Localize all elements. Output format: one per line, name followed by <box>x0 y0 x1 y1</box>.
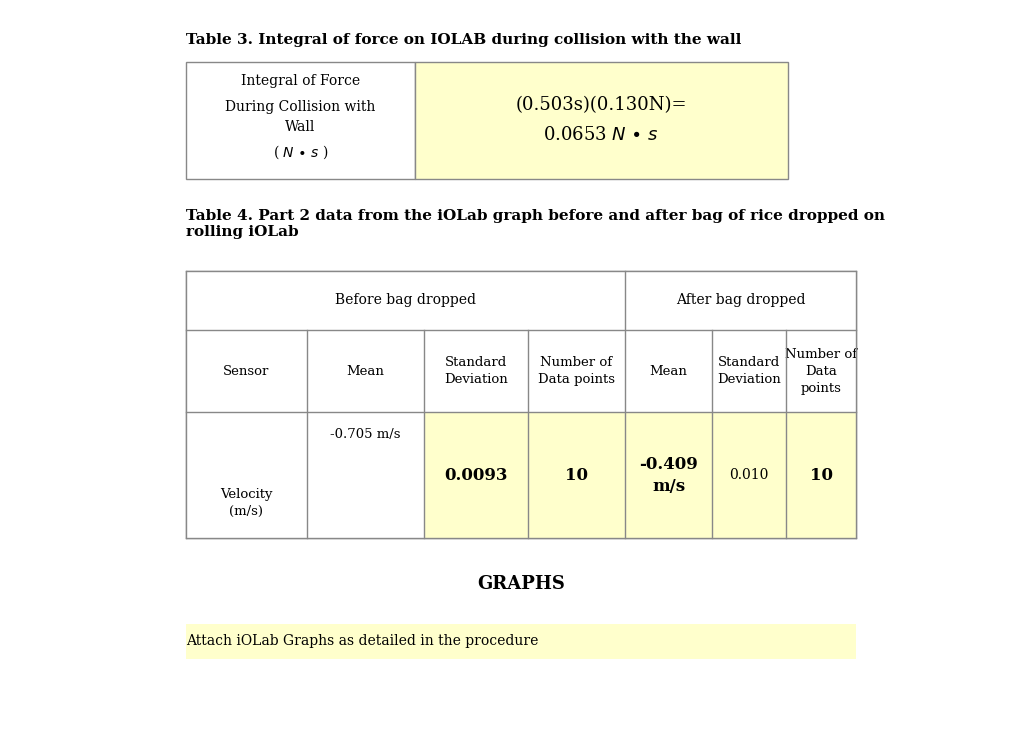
FancyBboxPatch shape <box>186 62 415 179</box>
FancyBboxPatch shape <box>415 62 788 179</box>
FancyBboxPatch shape <box>786 329 856 412</box>
Text: -0.705 m/s: -0.705 m/s <box>330 427 400 441</box>
Text: After bag dropped: After bag dropped <box>676 294 806 307</box>
Text: Attach iOLab Graphs as detailed in the procedure: Attach iOLab Graphs as detailed in the p… <box>186 634 539 649</box>
Text: Mean: Mean <box>346 365 384 378</box>
FancyBboxPatch shape <box>307 329 424 412</box>
Text: GRAPHS: GRAPHS <box>477 575 565 593</box>
Text: Standard
Deviation: Standard Deviation <box>444 356 508 386</box>
FancyBboxPatch shape <box>713 412 786 538</box>
FancyBboxPatch shape <box>186 329 307 412</box>
Text: Integral of Force: Integral of Force <box>241 74 360 88</box>
Text: Table 4. Part 2 data from the iOLab graph before and after bag of rice dropped o: Table 4. Part 2 data from the iOLab grap… <box>186 209 885 239</box>
Text: 0.010: 0.010 <box>729 468 769 482</box>
FancyBboxPatch shape <box>424 329 528 412</box>
FancyBboxPatch shape <box>186 271 856 538</box>
Text: Standard
Deviation: Standard Deviation <box>717 356 781 386</box>
Text: ( $N$ $\bullet$ $s$ ): ( $N$ $\bullet$ $s$ ) <box>272 143 329 161</box>
FancyBboxPatch shape <box>307 412 424 538</box>
Text: 10: 10 <box>810 467 833 484</box>
Text: During Collision with
Wall: During Collision with Wall <box>225 100 376 134</box>
FancyBboxPatch shape <box>528 412 625 538</box>
Text: Number of
Data
points: Number of Data points <box>785 348 857 395</box>
FancyBboxPatch shape <box>625 271 856 329</box>
Text: 0.0093: 0.0093 <box>444 467 508 484</box>
Text: (0.503s)(0.130N)=: (0.503s)(0.130N)= <box>516 96 687 113</box>
FancyBboxPatch shape <box>625 412 713 538</box>
FancyBboxPatch shape <box>713 329 786 412</box>
Text: 0.0653 $N$ $\bullet$ $s$: 0.0653 $N$ $\bullet$ $s$ <box>544 127 659 144</box>
FancyBboxPatch shape <box>424 412 528 538</box>
Text: Mean: Mean <box>650 365 688 378</box>
Text: Table 3. Integral of force on IOLAB during collision with the wall: Table 3. Integral of force on IOLAB duri… <box>186 33 741 47</box>
Text: Sensor: Sensor <box>223 365 269 378</box>
Text: -0.409
m/s: -0.409 m/s <box>639 455 698 495</box>
Text: Velocity
(m/s): Velocity (m/s) <box>220 488 272 518</box>
FancyBboxPatch shape <box>786 412 856 538</box>
FancyBboxPatch shape <box>625 329 713 412</box>
Text: Before bag dropped: Before bag dropped <box>335 294 476 307</box>
FancyBboxPatch shape <box>186 412 307 538</box>
Text: 10: 10 <box>565 467 588 484</box>
FancyBboxPatch shape <box>186 271 625 329</box>
FancyBboxPatch shape <box>528 329 625 412</box>
Text: Number of
Data points: Number of Data points <box>538 356 615 386</box>
FancyBboxPatch shape <box>186 624 856 659</box>
